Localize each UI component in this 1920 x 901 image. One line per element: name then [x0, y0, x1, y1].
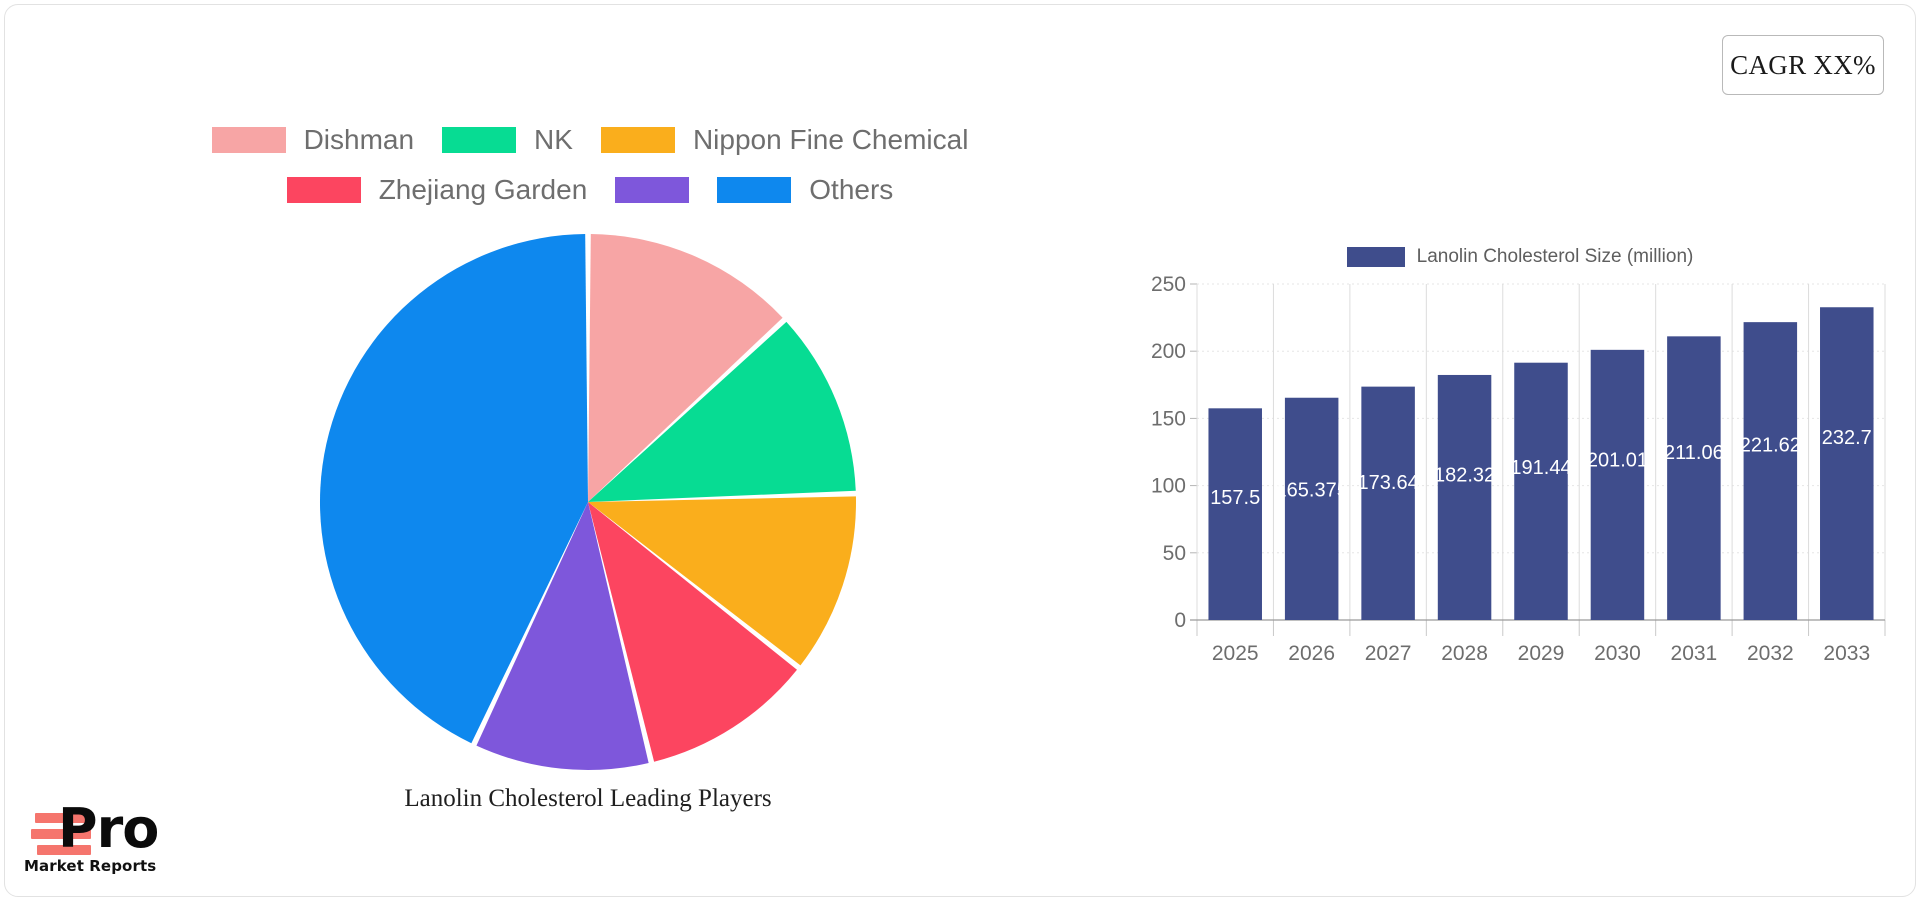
bar-value-label: 221.62 — [1740, 435, 1801, 457]
logo-wordmark: Pro — [58, 797, 159, 860]
legend-swatch-icon — [615, 177, 690, 203]
bar-chart-svg: 0 50 100 150 200 250 157.5 2025 165.375 2026 173.6… — [1151, 274, 1886, 665]
pie-legend-label: Nippon Fine Chemical — [692, 124, 969, 155]
y-axis-tick-label: 100 — [1151, 475, 1186, 498]
bar[interactable] — [1284, 397, 1339, 620]
pie-legend-item-dishman[interactable]: Dishman — [211, 124, 415, 156]
x-axis-category-label: 2031 — [1671, 642, 1718, 665]
y-axis-tick-label: 200 — [1151, 340, 1186, 363]
bar-value-label: 232.7 — [1822, 427, 1872, 449]
y-axis-tick-label: 250 — [1151, 274, 1186, 296]
logo-bar-icon — [35, 813, 91, 823]
y-axis-tick-label: 0 — [1174, 609, 1186, 632]
pie-legend-label: Dishman — [303, 124, 415, 155]
bar-value-label: 165.375 — [1276, 480, 1348, 502]
bar[interactable] — [1667, 336, 1721, 620]
bar-value-label: 211.06 — [1664, 442, 1724, 464]
cagr-badge: CAGR XX% — [1722, 35, 1884, 95]
pie-legend-label: Others — [809, 174, 894, 205]
y-axis-tick-label: 150 — [1151, 407, 1186, 430]
x-axis-category-label: 2033 — [1823, 642, 1870, 665]
pie-slice[interactable] — [588, 234, 783, 502]
bar-chart-plot[interactable]: 0 50 100 150 200 250 157.5 2025 165.375 2026 173.6… — [1145, 274, 1895, 680]
pie-legend-row-2: Zhejiang Garden Others Others — [150, 165, 1030, 215]
logo-mark: Pro — [22, 801, 167, 857]
logo-bar-icon — [31, 829, 91, 839]
pie-legend-item-nk[interactable]: NK — [442, 124, 573, 156]
bar[interactable] — [1361, 386, 1415, 620]
legend-swatch-icon — [442, 127, 517, 153]
legend-swatch-icon — [1346, 247, 1405, 267]
pie-chart-title: Lanolin Cholesterol Leading Players — [404, 785, 772, 812]
pie-chart-svg — [319, 234, 856, 771]
x-axis-category-label: 2030 — [1594, 642, 1641, 665]
bar-value-label: 182.32 — [1434, 465, 1495, 487]
x-axis-category-label: 2026 — [1288, 642, 1335, 665]
pie-legend-item-nippon-fine-chemical[interactable]: Nippon Fine Chemical — [600, 124, 969, 156]
pie-legend-item-zhejiang-garden[interactable]: Zhejiang Garden — [286, 174, 588, 206]
logo-tagline: Market Reports — [24, 857, 157, 875]
y-axis-tick-label: 50 — [1163, 542, 1186, 565]
legend-swatch-icon — [600, 127, 675, 153]
x-axis-category-label: 2025 — [1212, 642, 1259, 665]
bar[interactable] — [1208, 408, 1262, 620]
legend-swatch-icon — [717, 177, 792, 203]
logo-bar-icon — [37, 845, 91, 855]
bar[interactable] — [1820, 307, 1874, 620]
bar[interactable] — [1743, 322, 1798, 620]
bar-value-label: 201.01 — [1587, 450, 1648, 472]
legend-swatch-icon — [286, 177, 361, 203]
bar-value-label: 191.44 — [1510, 457, 1571, 479]
pie-slice[interactable] — [588, 502, 797, 762]
pie-legend-item-others[interactable]: Others — [717, 174, 893, 206]
x-axis-category-label: 2029 — [1518, 642, 1565, 665]
pie-slice[interactable] — [476, 502, 649, 771]
x-axis-category-label: 2027 — [1365, 642, 1412, 665]
bar[interactable] — [1590, 349, 1645, 620]
bar-chart-panel: Lanolin Cholesterol Size (million) 0 50 10… — [1145, 240, 1895, 680]
pie-legend: Dishman NK Nippon Fine Chemical Zhejiang… — [150, 115, 1030, 215]
x-axis-category-label: 2032 — [1747, 642, 1794, 665]
bar-legend-label: Lanolin Cholesterol Size (million) — [1416, 246, 1694, 267]
x-axis-category-label: 2028 — [1441, 642, 1488, 665]
pie-slice[interactable] — [588, 496, 856, 666]
pie-legend-row-1: Dishman NK Nippon Fine Chemical — [150, 115, 1030, 165]
bar[interactable] — [1437, 374, 1492, 620]
pie-legend-label: Zhejiang Garden — [378, 174, 588, 205]
bar-value-label: 173.64 — [1358, 472, 1419, 494]
pie-slice[interactable] — [588, 321, 856, 502]
pie-legend-label: NK — [534, 124, 573, 155]
legend-swatch-icon — [211, 127, 286, 153]
brand-logo: Pro Market Reports — [22, 801, 167, 877]
pie-legend-item-others-purple[interactable]: Others — [615, 177, 690, 203]
bar-value-label: 157.5 — [1210, 487, 1260, 509]
bar[interactable] — [1514, 362, 1568, 620]
bar-chart-legend[interactable]: Lanolin Cholesterol Size (million) — [1145, 240, 1895, 274]
pie-slice[interactable] — [319, 234, 588, 744]
pie-chart[interactable] — [318, 232, 858, 772]
